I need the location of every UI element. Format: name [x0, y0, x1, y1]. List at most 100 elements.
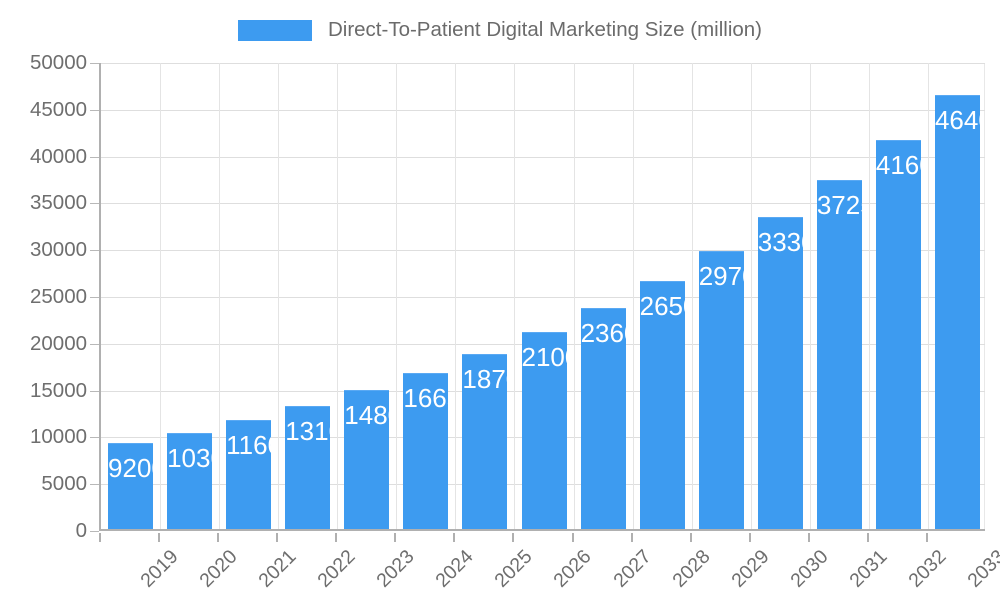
gridline-vertical — [337, 63, 338, 529]
bar-2031[interactable]: 37250 — [816, 180, 862, 529]
gridline-vertical — [574, 63, 575, 529]
y-tick-mark — [90, 250, 99, 252]
x-tick-label-2029: 2029 — [726, 545, 774, 592]
gridline-vertical — [692, 63, 693, 529]
x-tick-mark — [394, 533, 396, 542]
plot-area: 9200 10300 11600 13100 14800 16650 18700 21000 2… — [99, 63, 985, 531]
bar-value-label-2032: 41600 — [875, 151, 921, 178]
bar-2022[interactable]: 13100 — [285, 406, 331, 529]
bar-2032[interactable]: 41600 — [875, 139, 921, 529]
bar-2021[interactable]: 11600 — [226, 420, 272, 529]
bar-value-label-2028: 26500 — [639, 292, 685, 319]
y-tick-label: 25000 — [29, 284, 87, 308]
y-tick-label: 10000 — [29, 425, 87, 449]
gridline-vertical — [160, 63, 161, 529]
x-tick-mark — [335, 533, 337, 542]
bar-top-cap — [108, 442, 154, 444]
bar-top-cap — [403, 373, 449, 375]
bar-top-cap — [639, 280, 685, 282]
bar-top-cap — [344, 390, 390, 392]
gridline-horizontal — [101, 297, 985, 298]
gridline-vertical — [219, 63, 220, 529]
x-tick-mark — [749, 533, 751, 542]
x-tick-mark — [631, 533, 633, 542]
gridline-vertical — [751, 63, 752, 529]
gridline-vertical — [396, 63, 397, 529]
x-tick-label-2023: 2023 — [372, 545, 419, 592]
bar-top-cap — [698, 251, 744, 253]
bar-top-cap — [934, 94, 980, 96]
bar-value-label-2019: 9200 — [108, 454, 153, 481]
y-tick-label: 20000 — [29, 331, 87, 355]
gridline-horizontal — [101, 63, 985, 64]
bar-2033[interactable]: 46400 — [934, 94, 980, 529]
bar-2020[interactable]: 10300 — [167, 432, 213, 529]
bar-value-label-2023: 14800 — [344, 402, 389, 429]
y-tick-label: 35000 — [29, 191, 87, 215]
y-tick-mark — [90, 390, 99, 392]
x-tick-label-2027: 2027 — [608, 545, 656, 592]
bar-2029[interactable]: 29700 — [698, 251, 744, 529]
y-tick-mark — [90, 437, 99, 439]
bar-2019[interactable]: 9200 — [108, 442, 154, 529]
chart-legend: Direct-To-Patient Digital Marketing Size… — [0, 14, 1000, 46]
bar-value-label-2031: 37250 — [816, 192, 862, 219]
bar-2028[interactable]: 26500 — [639, 280, 685, 529]
gridline-horizontal — [101, 250, 985, 252]
bar-2024[interactable]: 16650 — [403, 373, 449, 529]
x-tick-mark — [276, 533, 278, 542]
bar-top-cap — [757, 217, 803, 219]
x-tick-mark — [512, 533, 514, 542]
y-tick-label: 0 — [75, 518, 87, 542]
bar-value-label-2024: 16650 — [403, 385, 448, 412]
x-tick-label-2030: 2030 — [786, 545, 833, 592]
gridline-vertical — [810, 63, 811, 529]
x-tick-label-2026: 2026 — [549, 545, 596, 592]
bar-2030[interactable]: 33300 — [757, 217, 803, 529]
y-tick-mark — [90, 343, 99, 345]
y-tick-mark — [90, 203, 99, 205]
gridline-horizontal — [101, 109, 985, 111]
bar-2027[interactable]: 23600 — [580, 308, 626, 529]
y-tick-mark — [90, 531, 99, 532]
gridline-horizontal — [101, 156, 985, 158]
y-tick-label: 45000 — [29, 97, 87, 121]
y-tick-label: 50000 — [29, 50, 87, 74]
y-tick-mark — [90, 63, 99, 64]
x-tick-label-2025: 2025 — [490, 545, 537, 592]
gridline-vertical — [278, 63, 279, 529]
bar-2026[interactable]: 21000 — [521, 332, 567, 529]
gridline-vertical — [633, 63, 634, 529]
gridline-vertical — [514, 63, 515, 529]
gridline-vertical — [455, 63, 456, 529]
y-tick-label: 5000 — [41, 471, 87, 495]
gridline-vertical — [869, 63, 870, 529]
x-tick-mark — [158, 533, 160, 542]
x-tick-mark — [217, 533, 219, 542]
x-tick-label-2019: 2019 — [136, 545, 183, 592]
bar-top-cap — [285, 406, 331, 408]
y-tick-mark — [90, 297, 99, 298]
bar-value-label-2026: 21000 — [521, 344, 567, 371]
x-tick-label-2024: 2024 — [431, 545, 478, 592]
legend-swatch-series-1 — [237, 19, 312, 41]
bar-value-label-2033: 46400 — [934, 106, 980, 133]
x-tick-mark — [808, 533, 810, 542]
bar-2025[interactable]: 18700 — [462, 353, 508, 529]
bar-value-label-2030: 33300 — [757, 229, 803, 256]
x-tick-mark — [99, 533, 101, 542]
x-tick-label-2031: 2031 — [845, 545, 892, 592]
y-tick-mark — [90, 156, 99, 158]
y-tick-mark — [90, 109, 99, 111]
bar-top-cap — [580, 308, 626, 310]
x-tick-label-2032: 2032 — [904, 545, 951, 592]
x-tick-mark — [867, 533, 869, 542]
x-tick-label-2033: 2033 — [963, 545, 1000, 592]
x-tick-mark — [572, 533, 574, 542]
bar-value-label-2021: 11600 — [226, 432, 271, 459]
x-tick-mark — [453, 533, 455, 542]
bar-2023[interactable]: 14800 — [344, 390, 390, 529]
gridline-horizontal — [101, 203, 985, 205]
x-tick-label-2021: 2021 — [254, 545, 301, 592]
